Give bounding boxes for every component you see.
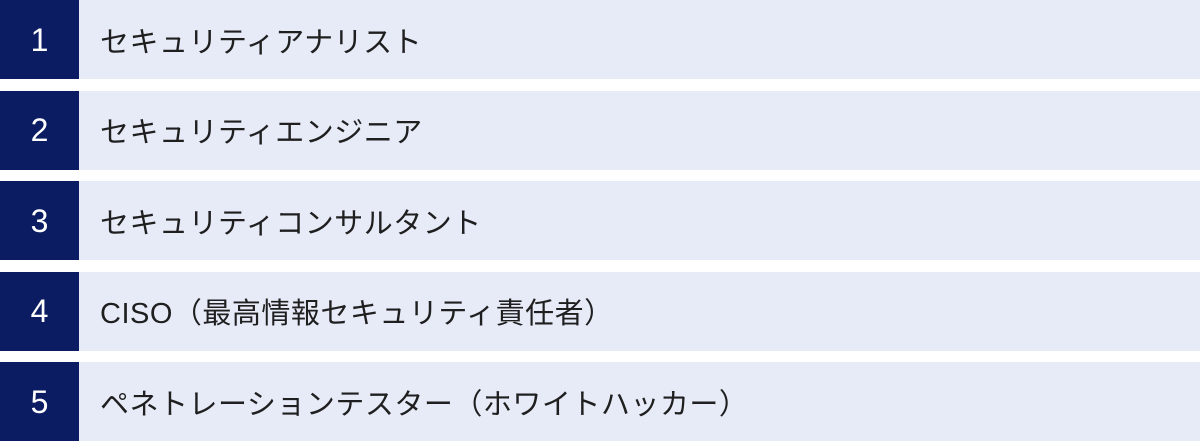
item-number-badge: 2 xyxy=(0,90,79,170)
item-number-badge: 5 xyxy=(0,362,79,441)
list-item: 3 セキュリティコンサルタント xyxy=(0,181,1200,260)
item-label: セキュリティアナリスト xyxy=(79,0,1200,79)
item-label: セキュリティエンジニア xyxy=(79,90,1200,170)
item-number-badge: 1 xyxy=(0,0,79,79)
list-item: 2 セキュリティエンジニア xyxy=(0,90,1200,170)
list-item: 5 ペネトレーションテスター（ホワイトハッカー） xyxy=(0,362,1200,441)
item-number-badge: 3 xyxy=(0,181,79,260)
list-item: 4 CISO（最高情報セキュリティ責任者） xyxy=(0,271,1200,351)
item-label: ペネトレーションテスター（ホワイトハッカー） xyxy=(79,362,1200,441)
item-label: CISO（最高情報セキュリティ責任者） xyxy=(79,271,1200,351)
item-label: セキュリティコンサルタント xyxy=(79,181,1200,260)
item-number-badge: 4 xyxy=(0,271,79,351)
list-item: 1 セキュリティアナリスト xyxy=(0,0,1200,79)
